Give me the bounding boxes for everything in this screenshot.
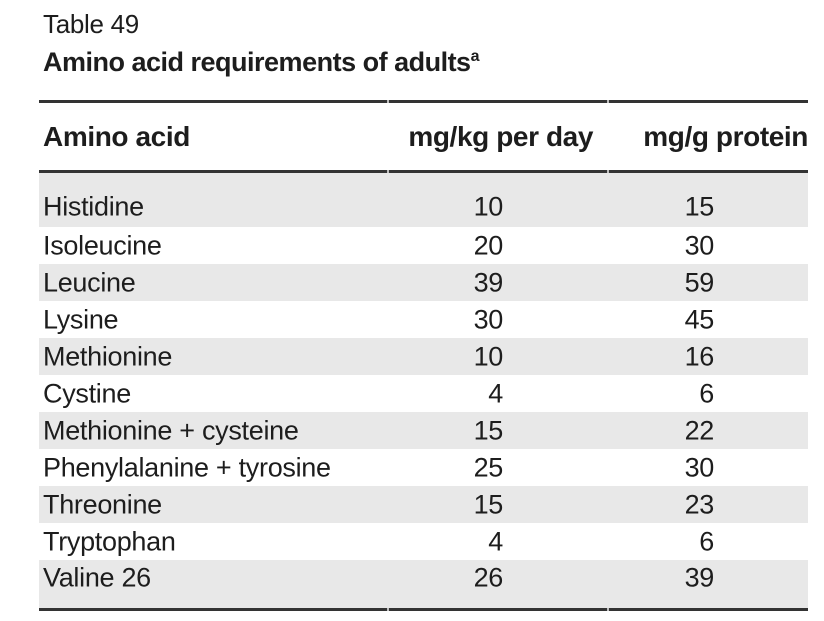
table-body: Histidine 10 15 Isoleucine 20 30 Leucine… — [39, 173, 808, 608]
amino-acid-name: Tryptophan — [43, 526, 176, 556]
column-header-mg-kg-day: mg/kg per day — [408, 120, 593, 152]
column-boundary-tick — [387, 100, 389, 103]
header-rule — [39, 170, 808, 173]
mg-kg-day-value: 10 — [473, 341, 504, 371]
mg-g-protein-value: 30 — [684, 452, 715, 482]
mg-kg-day-value: 26 — [473, 562, 504, 593]
mg-g-protein-value: 45 — [684, 304, 715, 334]
table-row: Lysine 30 45 — [39, 301, 808, 338]
column-header-amino-acid: Amino acid — [43, 120, 190, 152]
top-rule — [39, 100, 808, 103]
table-row: Methionine + cysteine 15 22 — [39, 412, 808, 449]
table-row: Tryptophan 4 6 — [39, 523, 808, 560]
amino-acid-name: Leucine — [43, 267, 136, 297]
mg-kg-day-value: 20 — [473, 230, 504, 260]
table-row: Phenylalanine + tyrosine 25 30 — [39, 449, 808, 486]
table-row: Histidine 10 15 — [39, 173, 808, 227]
mg-kg-day-value: 30 — [473, 304, 504, 334]
column-boundary-tick — [607, 608, 609, 611]
table-title-text: Amino acid requirements of adults — [43, 46, 471, 77]
table-title-footnote-marker: a — [470, 47, 480, 65]
mg-kg-day-value: 15 — [473, 415, 504, 445]
table-row: Methionine 10 16 — [39, 338, 808, 375]
amino-acid-name: Methionine — [43, 341, 173, 371]
table-row: Cystine 4 6 — [39, 375, 808, 412]
mg-kg-day-value: 4 — [488, 526, 503, 556]
mg-g-protein-value: 30 — [684, 230, 715, 260]
mg-g-protein-value: 6 — [699, 526, 714, 556]
mg-g-protein-value: 23 — [684, 489, 715, 519]
amino-acid-name: Lysine — [43, 304, 119, 334]
mg-g-protein-value: 6 — [699, 378, 714, 408]
table-header-row: Amino acid mg/kg per day mg/g protein — [39, 103, 808, 170]
amino-acid-name: Methionine + cysteine — [43, 415, 299, 445]
amino-acid-name: Isoleucine — [43, 230, 162, 260]
mg-g-protein-value: 22 — [684, 415, 715, 445]
mg-kg-day-value: 10 — [473, 191, 504, 222]
column-boundary-tick — [387, 170, 389, 173]
table-row: Threonine 15 23 — [39, 486, 808, 523]
mg-kg-day-value: 4 — [488, 378, 503, 408]
amino-acid-name: Threonine — [43, 489, 162, 519]
mg-g-protein-value: 15 — [684, 191, 715, 222]
column-boundary-tick — [387, 608, 389, 611]
mg-g-protein-value: 39 — [684, 562, 715, 593]
amino-acid-name: Phenylalanine + tyrosine — [43, 452, 331, 482]
mg-g-protein-value: 16 — [684, 341, 715, 371]
table-row: Isoleucine 20 30 — [39, 227, 808, 264]
mg-kg-day-value: 25 — [473, 452, 504, 482]
amino-acid-name: Cystine — [43, 378, 131, 408]
amino-acid-name: Valine 26 — [43, 562, 151, 593]
table-row: Valine 26 26 39 — [39, 560, 808, 608]
mg-kg-day-value: 39 — [473, 267, 504, 297]
column-header-mg-g-protein: mg/g protein — [643, 120, 808, 152]
amino-acid-name: Histidine — [43, 191, 144, 222]
bottom-rule — [39, 608, 808, 611]
table-title: Amino acid requirements of adultsa — [43, 46, 480, 78]
table-caption: Table 49 Amino acid requirements of adul… — [43, 8, 480, 78]
column-boundary-tick — [607, 100, 609, 103]
table-number: Table 49 — [43, 9, 139, 39]
mg-g-protein-value: 59 — [684, 267, 715, 297]
column-boundary-tick — [607, 170, 609, 173]
table-row: Leucine 39 59 — [39, 264, 808, 301]
mg-kg-day-value: 15 — [473, 489, 504, 519]
